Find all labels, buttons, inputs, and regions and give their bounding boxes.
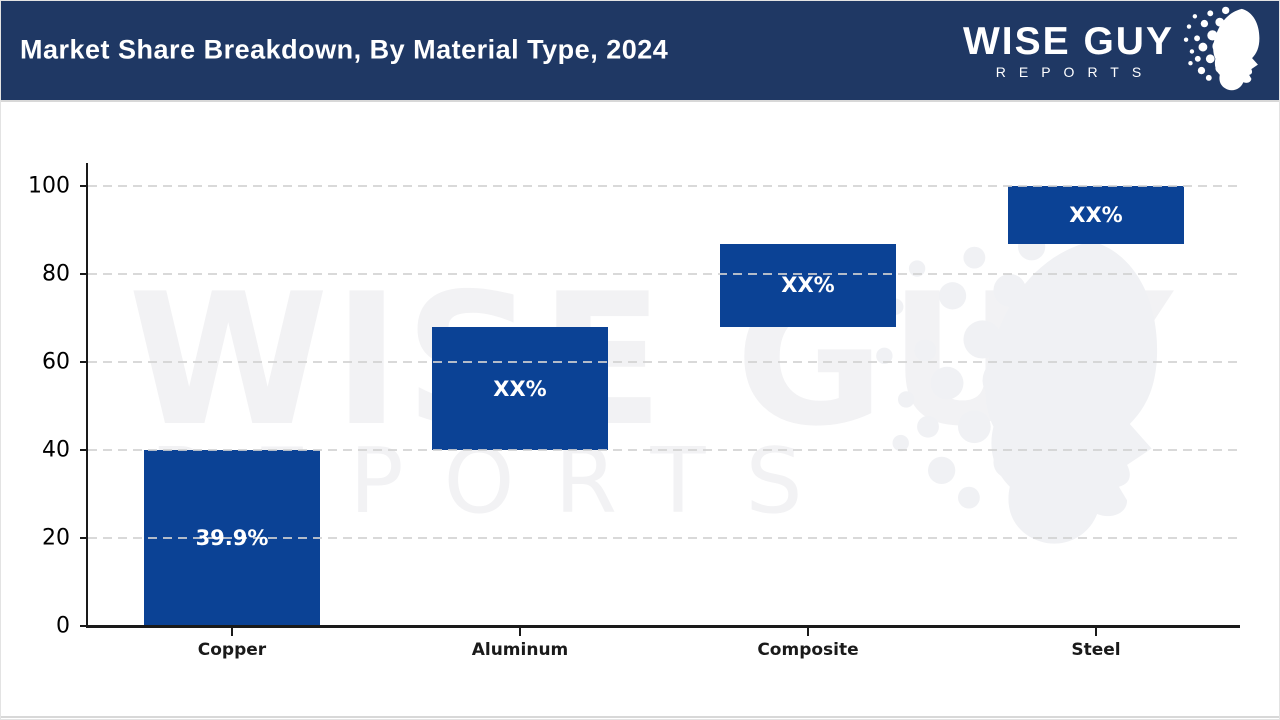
y-axis [86,163,88,628]
bar-composite [720,244,896,327]
y-tick-40 [80,449,88,451]
bar-aluminum [432,326,608,451]
y-tick-20 [80,537,88,539]
gridline-100 [88,185,1240,187]
header-bar: Market Share Breakdown, By Material Type… [0,0,1280,102]
y-tick-80 [80,273,88,275]
x-axis [86,625,1240,628]
x-tick-copper [231,628,233,636]
y-tick-label-60: 60 [42,349,70,375]
wise-guy-logo: WISE GUY REPORTS [963,6,1268,94]
gridline-80 [88,273,1240,275]
x-category-label-composite: Composite [757,640,859,660]
x-tick-composite [807,628,809,636]
x-tick-aluminum [519,628,521,636]
footer-divider [0,716,1280,718]
x-category-label-aluminum: Aluminum [471,640,569,660]
bar-value-label-composite: XX% [781,273,835,298]
logo-head-icon [1183,6,1260,91]
y-tick-label-80: 80 [42,261,70,287]
y-tick-label-0: 0 [56,613,70,639]
y-tick-label-20: 20 [42,525,70,551]
bar-value-label-steel: XX% [1069,203,1123,228]
page-title: Market Share Breakdown, By Material Type… [20,34,669,65]
logo-subtitle: REPORTS [995,64,1155,80]
x-category-label-copper: Copper [197,640,267,660]
y-tick-label-100: 100 [28,173,70,199]
logo-wordmark: WISE GUY [962,20,1174,63]
bar-value-label-aluminum: XX% [493,376,547,401]
y-tick-100 [80,185,88,187]
bar-value-label-copper: 39.9% [195,526,269,551]
logo-text: WISE GUY REPORTS [963,20,1174,80]
watermark-head-icon [876,233,1158,544]
y-tick-0 [80,625,88,627]
gridline-20 [88,537,1240,539]
y-tick-label-40: 40 [42,437,70,463]
y-tick-60 [80,361,88,363]
x-category-label-steel: Steel [1071,640,1121,660]
gridline-60 [88,361,1240,363]
x-tick-steel [1095,628,1097,636]
gridline-40 [88,449,1240,451]
